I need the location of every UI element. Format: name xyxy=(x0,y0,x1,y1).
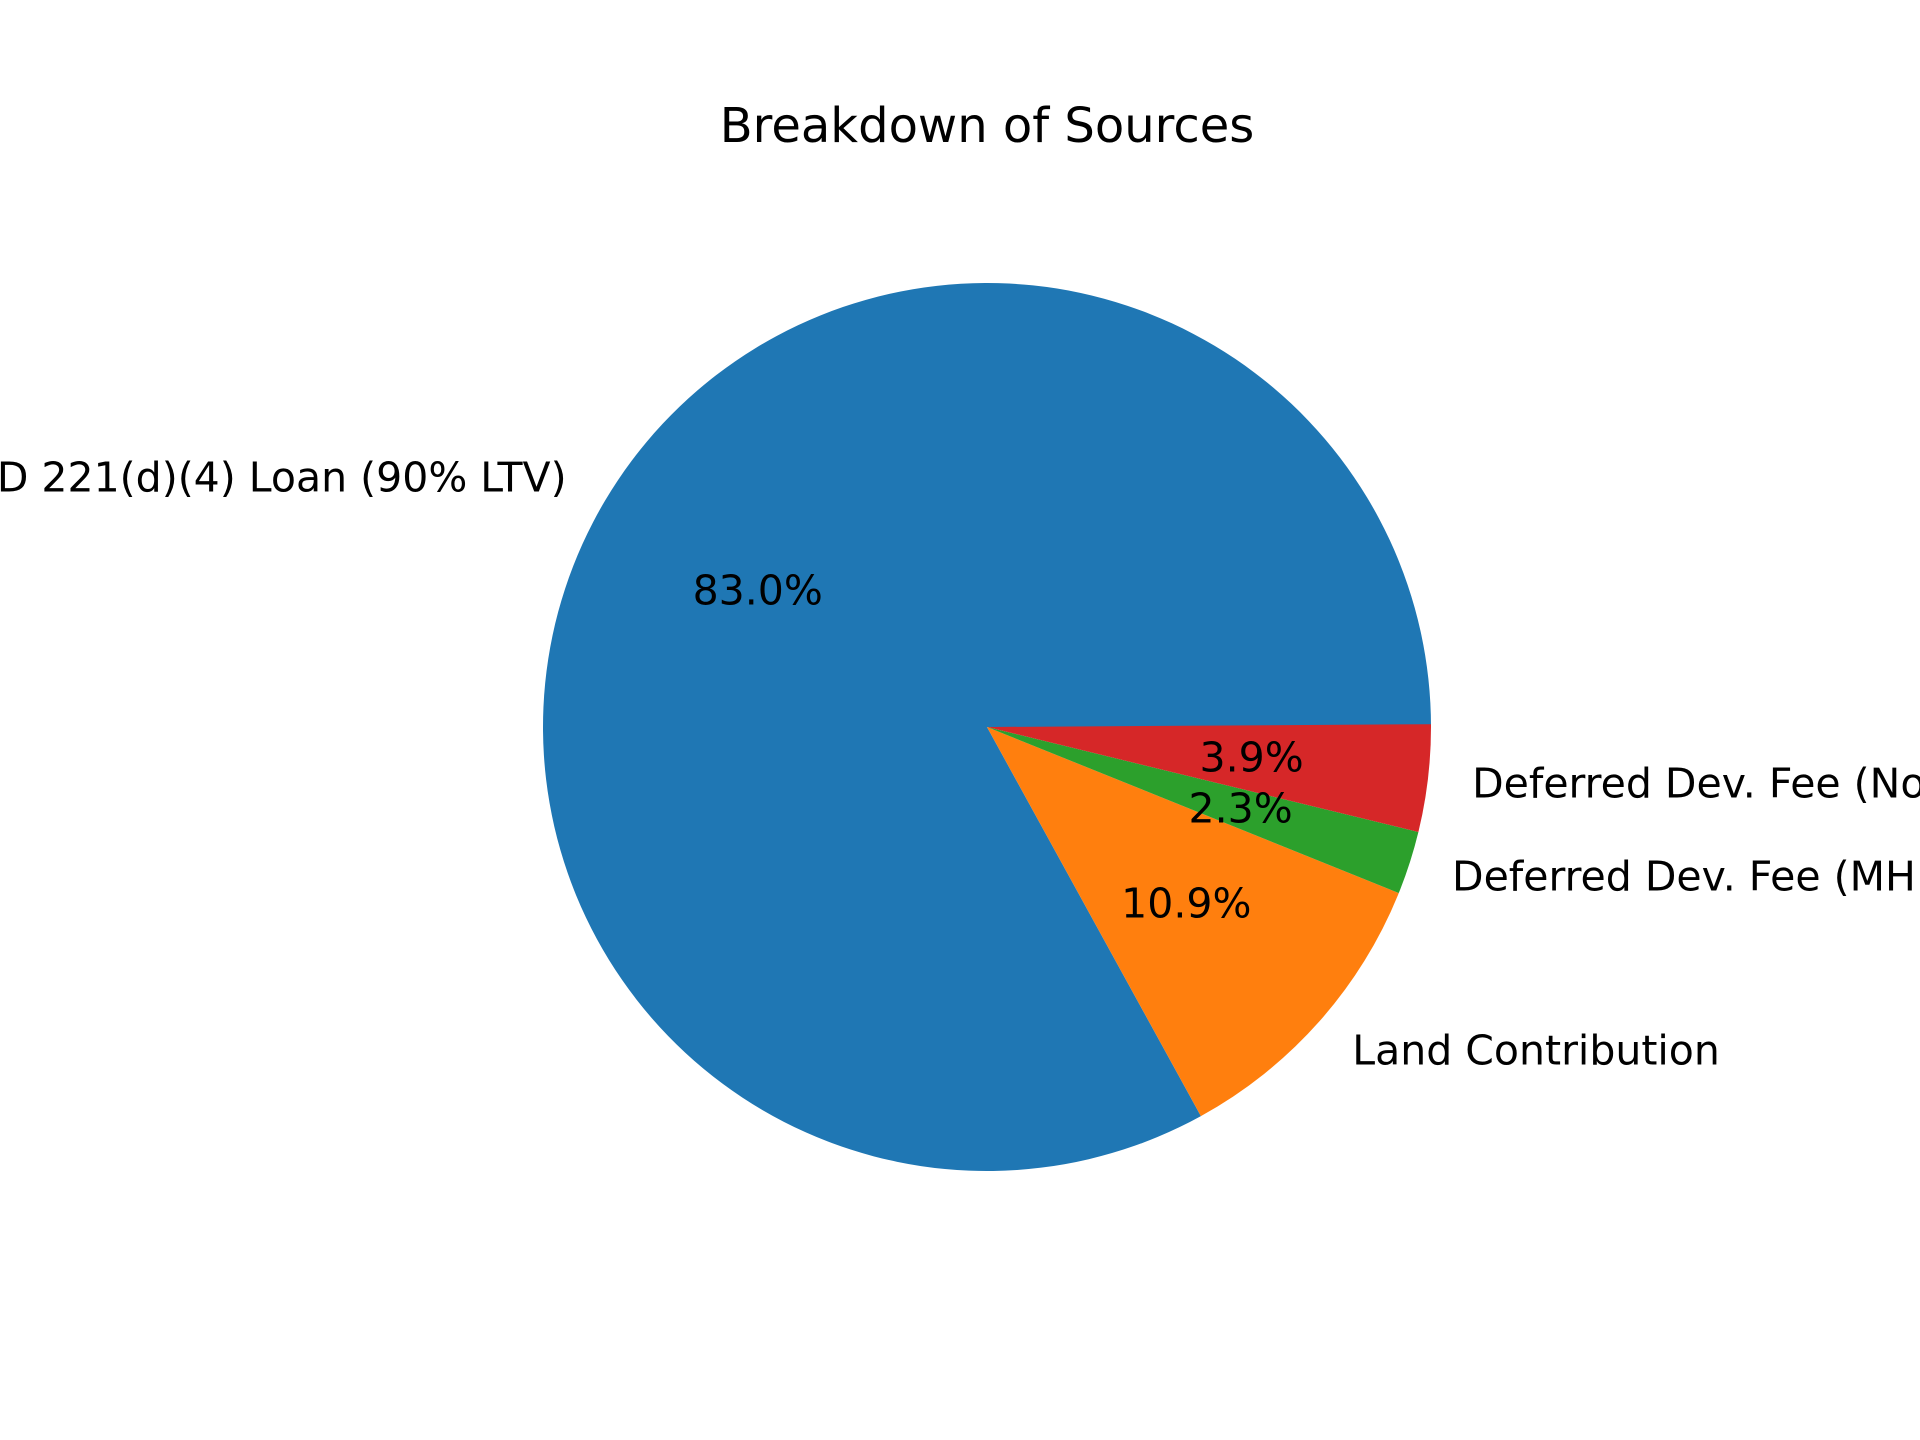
pie-pct-label-3: 2.3% xyxy=(1188,783,1293,832)
pie-category-label-3: Deferred Dev. Fee (MH xyxy=(1452,851,1916,900)
pie-slice-2 xyxy=(987,727,1399,1117)
pie-slice-3 xyxy=(987,727,1419,894)
pie-slice-1 xyxy=(543,283,1431,1172)
pie-category-label-1: D 221(d)(4) Loan (90% LTV) xyxy=(0,453,567,502)
chart-title: Breakdown of Sources xyxy=(719,98,1255,154)
pie-pct-label-1: 83.0% xyxy=(692,566,823,615)
pie-pct-label-4: 3.9% xyxy=(1199,733,1304,782)
pie-slice-4 xyxy=(987,724,1431,833)
pie-category-label-4: Deferred Dev. Fee (No xyxy=(1472,759,1920,808)
pie-category-label-2: Land Contribution xyxy=(1352,1026,1720,1075)
pie-pct-label-2: 10.9% xyxy=(1121,879,1252,928)
